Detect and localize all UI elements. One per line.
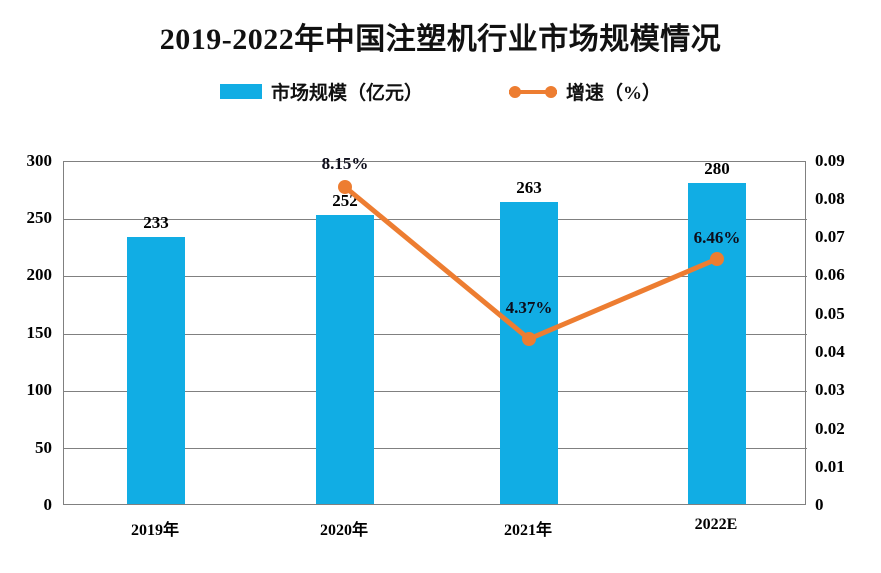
bar-2020[interactable] bbox=[316, 215, 374, 504]
line-swatch-marker-right-icon bbox=[545, 85, 557, 98]
y-axis-left-tick: 300 bbox=[26, 151, 53, 170]
x-axis-label-2022e: 2022E bbox=[694, 516, 738, 533]
y-axis-right-tick: 0.04 bbox=[815, 342, 845, 361]
bar-value-label-2021: 263 bbox=[516, 178, 542, 197]
legend-label-market-size: 市场规模（亿元） bbox=[270, 83, 423, 104]
y-axis-right-tick: 0.02 bbox=[815, 419, 845, 438]
y-axis-right-tick: 0.03 bbox=[815, 380, 845, 399]
legend-label-growth-rate: 增速（%） bbox=[566, 83, 662, 104]
gridline bbox=[64, 391, 807, 392]
bar-value-label-2020: 252 bbox=[332, 191, 358, 210]
plot-area: 233 252 263 280 8.15% 4.37% 6.46% bbox=[63, 154, 807, 505]
y-axis-left-tick: 100 bbox=[26, 380, 53, 399]
y-axis-right-tick: 0.08 bbox=[815, 189, 845, 208]
x-axis-label-2019: 2019年 bbox=[130, 522, 179, 539]
bar-2021[interactable] bbox=[500, 202, 558, 504]
growth-label-2020: 8.15% bbox=[321, 154, 369, 173]
y-axis-right-tick: 0.01 bbox=[815, 457, 845, 476]
x-axis-label-2021: 2021年 bbox=[503, 522, 552, 539]
legend-item-growth-rate: 增速（%） bbox=[509, 78, 661, 105]
y-axis-left-tick: 50 bbox=[35, 438, 52, 457]
bar-series-swatch-icon bbox=[219, 84, 262, 99]
y-axis-left-tick: 250 bbox=[26, 208, 53, 227]
chart-legend: 市场规模（亿元） 增速（%） bbox=[0, 78, 881, 105]
bar-value-label-2022e: 280 bbox=[704, 159, 730, 178]
line-swatch-segment bbox=[509, 89, 557, 94]
growth-label-2021: 4.37% bbox=[505, 298, 553, 317]
bar-2019[interactable] bbox=[127, 237, 185, 504]
x-axis-label-2020: 2020年 bbox=[319, 522, 368, 539]
legend-item-market-size: 市场规模（亿元） bbox=[219, 78, 423, 105]
y-axis-right-tick: 0.09 bbox=[815, 151, 845, 170]
y-axis-right-tick: 0.06 bbox=[815, 265, 845, 284]
y-axis-right-tick: 0.07 bbox=[815, 227, 845, 246]
growth-label-2022e: 6.46% bbox=[693, 228, 741, 247]
y-axis-left-tick: 200 bbox=[26, 265, 53, 284]
y-axis-left-tick: 150 bbox=[26, 323, 53, 342]
chart-title: 2019-2022年中国注塑机行业市场规模情况 bbox=[159, 23, 722, 56]
y-axis-right-tick: 0 bbox=[815, 495, 824, 514]
line-swatch-marker-left-icon bbox=[509, 85, 521, 98]
line-series-swatch-icon bbox=[509, 85, 557, 99]
gridline bbox=[64, 448, 807, 449]
y-axis-left-tick: 0 bbox=[43, 495, 53, 514]
y-axis-right-tick: 0.05 bbox=[815, 304, 845, 323]
bar-value-label-2019: 233 bbox=[143, 213, 169, 232]
